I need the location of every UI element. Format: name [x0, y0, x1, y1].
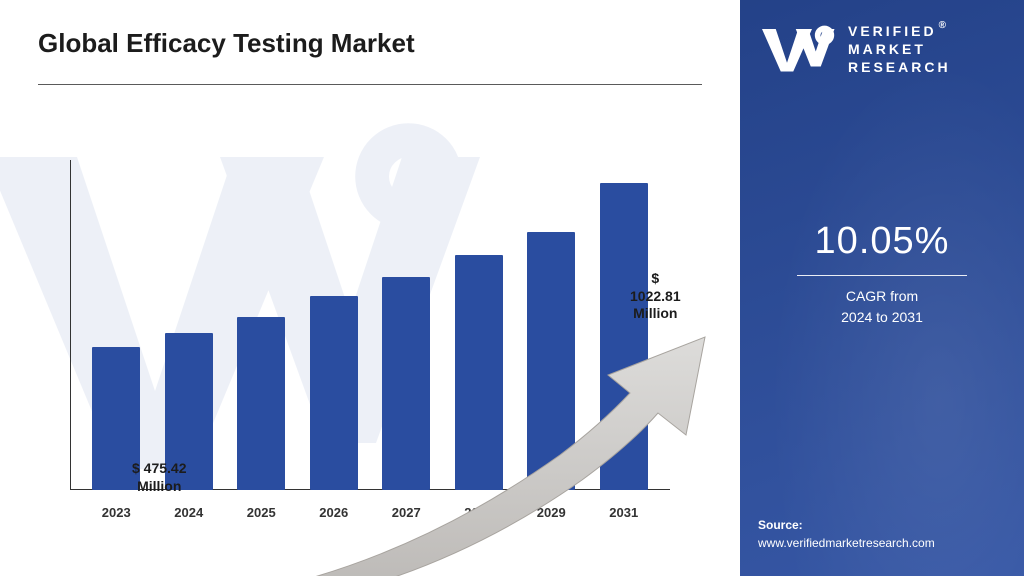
bar [600, 183, 648, 490]
registered-icon: ® [939, 20, 949, 31]
x-label: 2023 [92, 505, 140, 520]
page-title: Global Efficacy Testing Market [38, 28, 415, 59]
bar-rect [600, 183, 648, 490]
bar-rect [527, 232, 575, 490]
bar-rect [237, 317, 285, 490]
title-underline [38, 84, 702, 85]
x-label: 2031 [600, 505, 648, 520]
bar [455, 255, 503, 490]
x-label: 2024 [165, 505, 213, 520]
start-value-unit: Million [137, 478, 181, 494]
bar-chart: 2023 2024 2025 2026 2027 2028 2029 2031 $ 475.4… [70, 140, 670, 520]
end-value-amount: $ 1022.81 [630, 270, 681, 304]
source-block: Source: www.verifiedmarketresearch.com [758, 516, 935, 552]
brand-logo-mark-icon [758, 24, 836, 74]
chart-panel: Global Efficacy Testing Market 202320242… [0, 0, 740, 576]
bar [382, 277, 430, 490]
x-label: 2027 [382, 505, 430, 520]
cagr-divider [797, 275, 967, 276]
bar [237, 317, 285, 490]
cagr-value: 10.05% [740, 220, 1024, 263]
brand-panel: VERIFIED® MARKET RESEARCH 10.05% CAGR fr… [740, 0, 1024, 576]
source-url: www.verifiedmarketresearch.com [758, 534, 935, 552]
source-label: Source: [758, 516, 935, 534]
bar [527, 232, 575, 490]
bars-container [70, 160, 670, 490]
end-value-unit: Million [633, 305, 677, 321]
brand-word-1: VERIFIED [848, 23, 937, 39]
start-value-amount: $ 475.42 [132, 460, 187, 476]
x-label: 2025 [237, 505, 285, 520]
end-value-callout: $ 1022.81 Million [630, 270, 681, 323]
x-label: 2029 [527, 505, 575, 520]
brand-word-3: RESEARCH [848, 59, 951, 75]
cagr-label-line1: CAGR from [846, 288, 918, 304]
start-value-callout: $ 475.42 Million [132, 460, 187, 495]
bar [310, 296, 358, 490]
cagr-label-line2: 2024 to 2031 [841, 309, 923, 325]
brand-logo: VERIFIED® MARKET RESEARCH [758, 22, 951, 77]
bar-rect [382, 277, 430, 490]
x-labels: 2023 2024 2025 2026 2027 2028 2029 2031 [70, 505, 670, 520]
x-label: 2028 [455, 505, 503, 520]
bar-rect [310, 296, 358, 490]
bar-rect [455, 255, 503, 490]
cagr-block: 10.05% CAGR from 2024 to 2031 [740, 220, 1024, 328]
brand-word-2: MARKET [848, 41, 926, 57]
x-label: 2026 [310, 505, 358, 520]
